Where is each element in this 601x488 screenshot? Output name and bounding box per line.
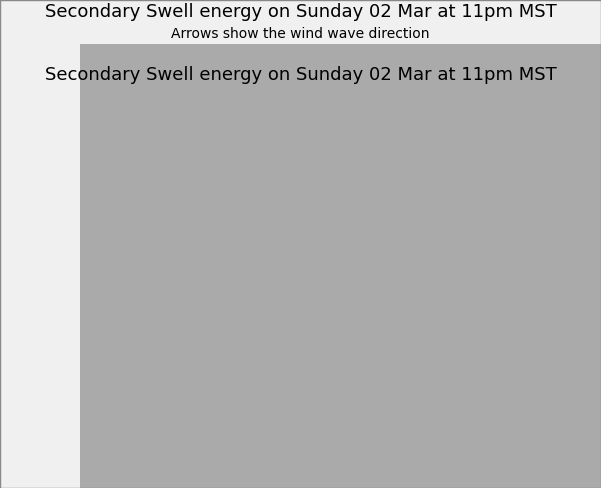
Text: Arrows show the wind wave direction: Arrows show the wind wave direction	[171, 27, 430, 41]
Text: Secondary Swell energy on Sunday 02 Mar at 11pm MST: Secondary Swell energy on Sunday 02 Mar …	[44, 66, 557, 84]
Text: Secondary Swell energy on Sunday 02 Mar at 11pm MST: Secondary Swell energy on Sunday 02 Mar …	[44, 3, 557, 21]
Bar	[80, 44, 601, 488]
